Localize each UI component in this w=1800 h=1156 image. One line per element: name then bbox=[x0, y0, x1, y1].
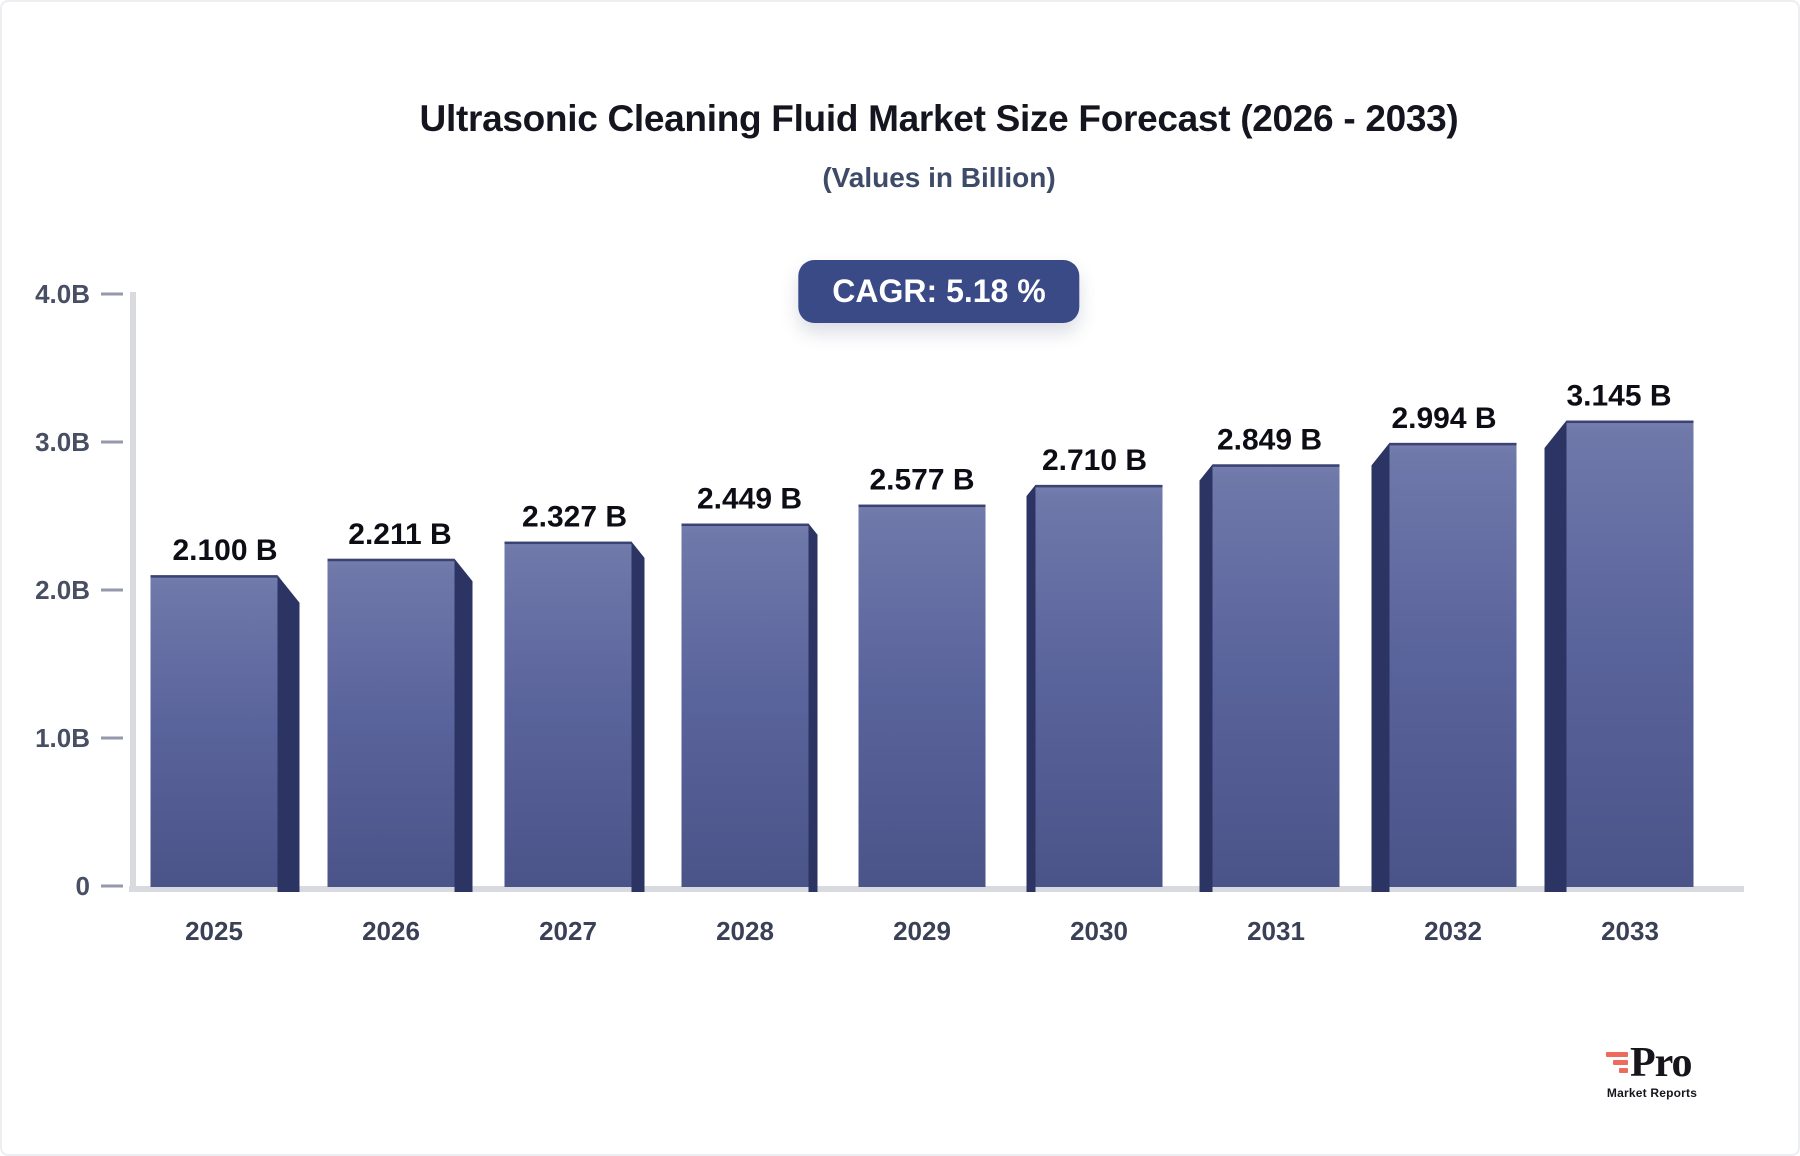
x-axis-category-label: 2027 bbox=[539, 916, 597, 946]
bar-value-label: 2.710 B bbox=[1042, 444, 1147, 477]
y-axis-tick-label: 3.0B bbox=[35, 427, 90, 457]
logo-speed-stripes-icon bbox=[1606, 1052, 1628, 1076]
bar-side-face bbox=[454, 558, 473, 892]
x-axis-category-label: 2029 bbox=[893, 916, 951, 946]
bar-value-label: 2.449 B bbox=[697, 483, 802, 516]
bar-side-face bbox=[631, 541, 645, 892]
y-axis-line bbox=[130, 292, 136, 892]
bar-value-label: 2.327 B bbox=[522, 501, 627, 534]
bar-top-edge bbox=[681, 523, 809, 527]
bar-front-face bbox=[150, 575, 278, 887]
logo-brand: Pro bbox=[1630, 1040, 1693, 1086]
bar-top-edge bbox=[1566, 420, 1694, 424]
logo-tagline: Market Reports bbox=[1606, 1085, 1698, 1100]
chart-subtitle: (Values in Billion) bbox=[822, 162, 1056, 193]
y-axis-tick bbox=[101, 588, 123, 592]
bar-front-face bbox=[1212, 464, 1340, 887]
bar-top-edge bbox=[327, 558, 455, 562]
x-axis-category-label: 2031 bbox=[1247, 916, 1305, 946]
bar-front-face bbox=[504, 541, 632, 887]
bar-side-face bbox=[1371, 442, 1390, 892]
y-axis-tick-label: 2.0B bbox=[35, 575, 90, 605]
x-axis-category-label: 2028 bbox=[716, 916, 774, 946]
y-axis-tick-label: 1.0B bbox=[35, 723, 90, 753]
logo-stripe bbox=[1619, 1068, 1628, 1073]
y-axis-tick bbox=[101, 440, 123, 444]
x-axis-category-label: 2030 bbox=[1070, 916, 1128, 946]
x-axis-category-label: 2032 bbox=[1424, 916, 1482, 946]
bar-2029 bbox=[858, 504, 986, 887]
x-axis-category-label: 2033 bbox=[1601, 916, 1659, 946]
bar-side-face bbox=[808, 523, 818, 892]
bar-2026 bbox=[327, 558, 473, 892]
bar-2030 bbox=[1026, 484, 1163, 892]
x-axis-category-label: 2026 bbox=[362, 916, 420, 946]
bar-2028 bbox=[681, 523, 818, 892]
y-axis-tick bbox=[101, 884, 123, 888]
y-axis-tick-label: 0 bbox=[76, 871, 90, 901]
bar-value-label: 2.211 B bbox=[348, 518, 451, 551]
bar-side-face bbox=[1544, 420, 1567, 892]
x-axis-category-label: 2025 bbox=[185, 916, 243, 946]
y-axis-tick-label: 4.0B bbox=[35, 279, 90, 309]
bar-top-edge bbox=[504, 541, 632, 545]
bar-value-label: 3.145 B bbox=[1566, 380, 1671, 413]
bar-value-label: 2.849 B bbox=[1217, 423, 1322, 456]
bar-value-label: 2.994 B bbox=[1391, 402, 1496, 435]
bar-value-label: 2.100 B bbox=[172, 534, 277, 567]
y-axis-tick bbox=[101, 736, 123, 740]
bar-front-face bbox=[1035, 484, 1163, 887]
bar-2025 bbox=[150, 575, 300, 892]
bar-front-face bbox=[858, 504, 986, 887]
bar-side-face bbox=[1199, 464, 1213, 892]
bar-front-face bbox=[327, 558, 455, 887]
y-axis-tick bbox=[101, 292, 123, 296]
bar-top-edge bbox=[1212, 464, 1340, 467]
logo-stripe bbox=[1606, 1052, 1628, 1057]
bar-top-edge bbox=[150, 575, 278, 578]
cagr-badge: CAGR: 5.18 % bbox=[798, 260, 1080, 323]
bar-top-edge bbox=[858, 504, 986, 508]
x-axis-line bbox=[129, 886, 1744, 892]
bar-2027 bbox=[504, 541, 645, 892]
bar-front-face bbox=[1389, 442, 1517, 887]
bar-top-edge bbox=[1389, 442, 1517, 446]
bar-top-edge bbox=[1035, 484, 1163, 488]
bar-front-face bbox=[1566, 420, 1694, 887]
logo: Pro Market Reports bbox=[1606, 1040, 1698, 1100]
logo-stripe bbox=[1613, 1060, 1628, 1065]
chart-title: Ultrasonic Cleaning Fluid Market Size Fo… bbox=[419, 98, 1459, 139]
bar-value-label: 2.577 B bbox=[869, 464, 974, 497]
bar-side-face bbox=[1026, 484, 1036, 892]
bar-2032 bbox=[1371, 442, 1517, 892]
bar-side-face bbox=[277, 575, 300, 892]
bar-2033 bbox=[1544, 420, 1694, 892]
bar-2031 bbox=[1199, 464, 1340, 892]
bar-front-face bbox=[681, 523, 809, 887]
